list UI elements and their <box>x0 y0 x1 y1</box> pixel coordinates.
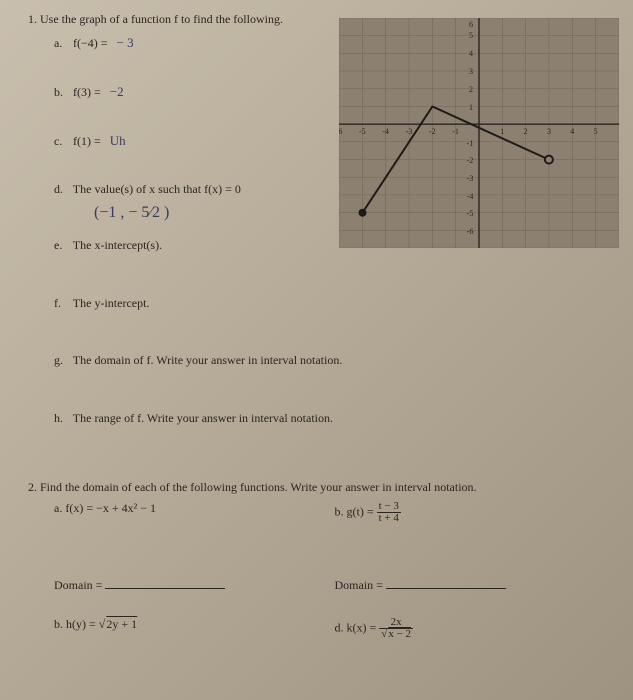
q2d: d. k(x) = 2x √x − 2 <box>335 617 616 640</box>
q2-prompt: Find the domain of each of the following… <box>40 480 477 494</box>
svg-text:-6: -6 <box>339 127 342 136</box>
q2-number: 2. <box>28 480 37 494</box>
q2b-domain: Domain = <box>335 578 616 593</box>
svg-text:-3: -3 <box>406 127 413 136</box>
q1g: g. The domain of f. Write your answer in… <box>54 353 615 369</box>
svg-text:-2: -2 <box>467 156 474 165</box>
svg-text:2: 2 <box>469 85 473 94</box>
q2c: b. h(y) = √2y + 1 <box>54 617 335 640</box>
svg-text:6: 6 <box>469 20 473 29</box>
blank-line <box>105 578 225 589</box>
q2b: b. g(t) = t − 3 t + 4 <box>335 501 616 524</box>
svg-text:-5: -5 <box>359 127 366 136</box>
svg-text:5: 5 <box>594 127 598 136</box>
q1f: f. The y-intercept. <box>54 296 615 312</box>
blank-line <box>386 578 506 589</box>
svg-text:1: 1 <box>469 103 473 112</box>
svg-text:1: 1 <box>500 127 504 136</box>
fraction-icon: 2x √x − 2 <box>379 617 413 640</box>
svg-text:-1: -1 <box>452 127 459 136</box>
q1b-handwritten: −2 <box>110 84 124 99</box>
svg-text:-2: -2 <box>429 127 436 136</box>
svg-text:5: 5 <box>469 31 473 40</box>
q2a-domain: Domain = <box>54 578 335 593</box>
fraction-icon: t − 3 t + 4 <box>377 501 401 524</box>
q1a-handwritten: − 3 <box>117 35 134 50</box>
svg-text:2: 2 <box>524 127 528 136</box>
function-graph: -6 -5 -4 -3 -2 -1 1 2 3 4 5 6 5 4 3 2 1 -1 -2 -3 -4 -5 -6 <box>339 18 619 248</box>
svg-text:-4: -4 <box>382 127 389 136</box>
svg-text:4: 4 <box>570 127 574 136</box>
q1h: h. The range of f. Write your answer in … <box>54 411 615 427</box>
q1-number: 1. <box>28 12 37 26</box>
svg-text:-5: -5 <box>467 209 474 218</box>
q1c-handwritten: Uh <box>110 133 126 148</box>
svg-text:4: 4 <box>469 49 473 58</box>
question-2: 2. Find the domain of each of the follow… <box>28 480 615 495</box>
svg-text:-4: -4 <box>467 192 474 201</box>
svg-text:3: 3 <box>547 127 551 136</box>
svg-text:-1: -1 <box>467 139 474 148</box>
svg-text:3: 3 <box>469 67 473 76</box>
q2a: a. f(x) = −x + 4x² − 1 <box>54 501 335 524</box>
svg-text:-3: -3 <box>467 174 474 183</box>
svg-text:-6: -6 <box>467 227 474 236</box>
q1-prompt: Use the graph of a function f to find th… <box>40 12 283 26</box>
